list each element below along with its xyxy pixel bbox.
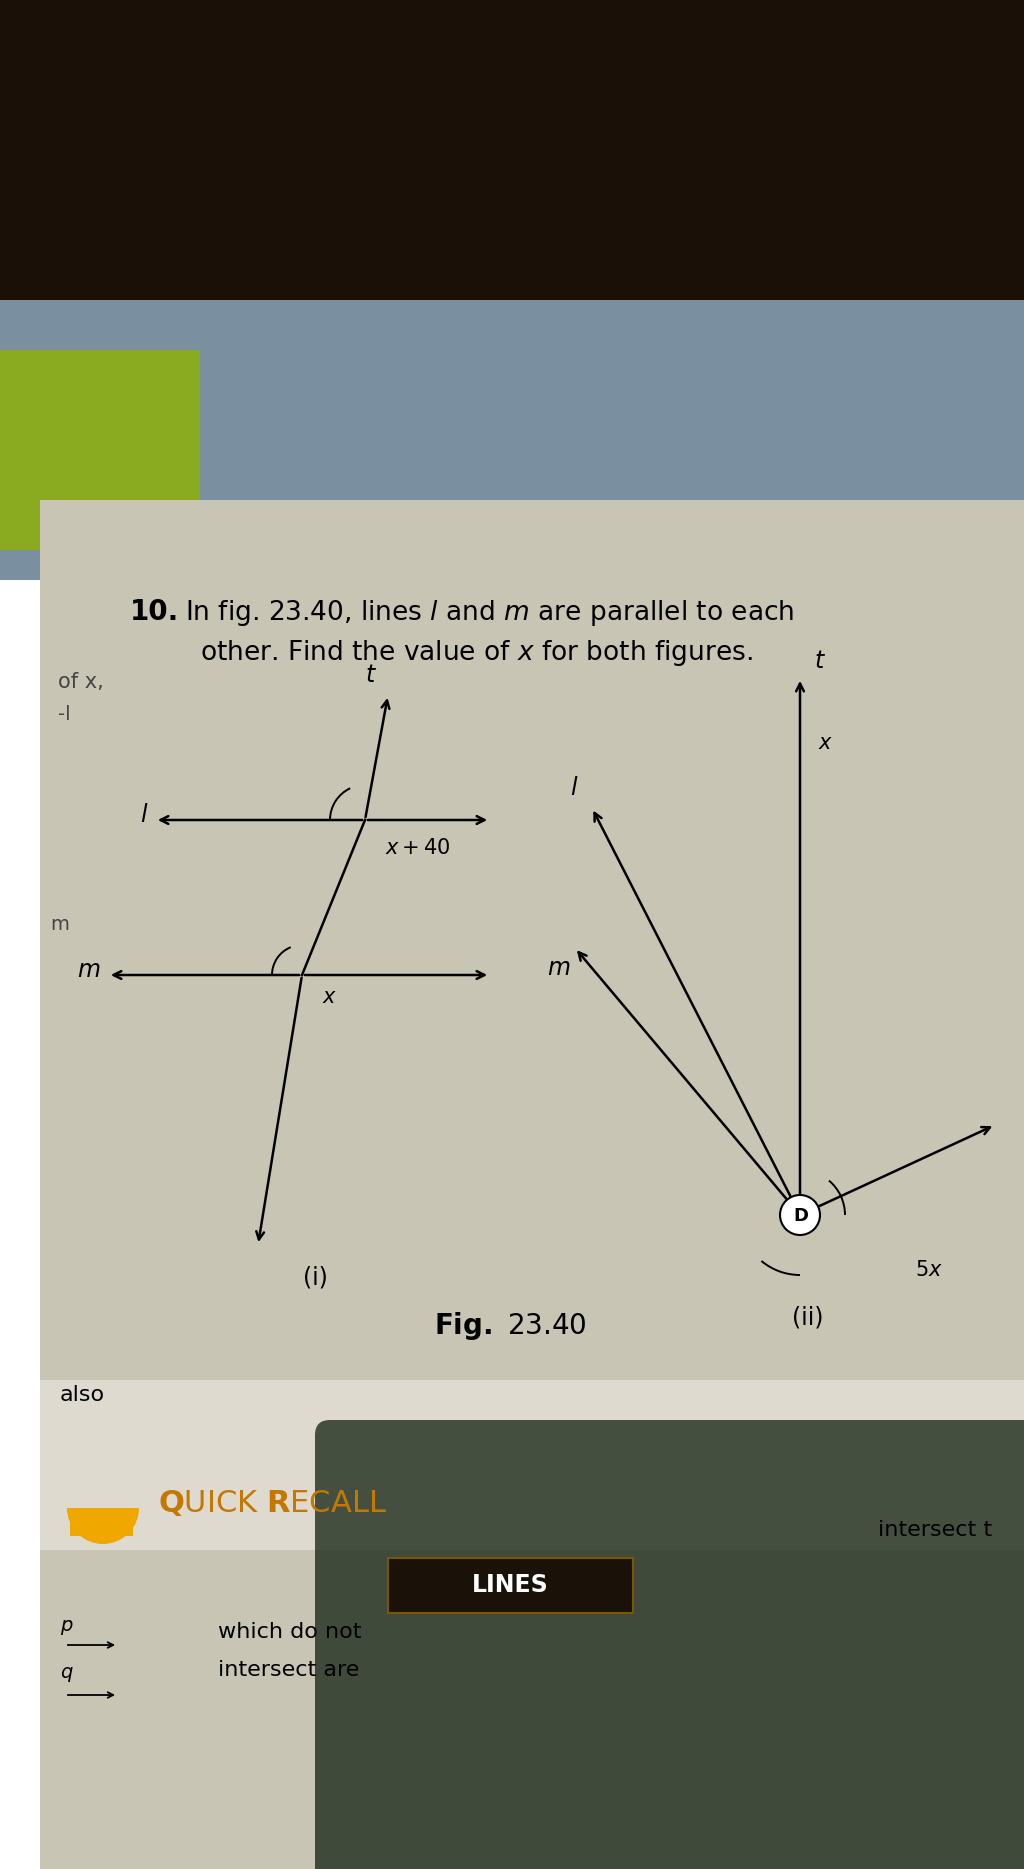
Text: 10.: 10. [130, 598, 179, 626]
Text: In fig. 23.40, lines $l$ and $m$ are parallel to each: In fig. 23.40, lines $l$ and $m$ are par… [185, 598, 795, 628]
Bar [40, 1379, 1024, 1549]
Bar [0, 350, 200, 549]
Text: $5x$: $5x$ [915, 1260, 943, 1280]
Bar [0, 301, 1024, 579]
Text: D: D [794, 1207, 809, 1224]
Bar [70, 1508, 90, 1536]
Text: -l: -l [58, 705, 71, 723]
Text: intersect are: intersect are [218, 1660, 359, 1680]
Text: also: also [60, 1385, 105, 1405]
Bar [40, 501, 1024, 1869]
Bar [113, 1508, 133, 1536]
Polygon shape [0, 0, 1024, 520]
Text: m: m [77, 959, 100, 981]
Text: $\mathbf{Q}$UICK $\mathbf{R}$ECALL: $\mathbf{Q}$UICK $\mathbf{R}$ECALL [158, 1488, 387, 1518]
Text: $x+40$: $x+40$ [385, 837, 451, 858]
Text: other. Find the value of $x$ for both figures.: other. Find the value of $x$ for both fi… [200, 637, 753, 667]
Text: l: l [140, 804, 147, 826]
Text: $q$: $q$ [60, 1665, 74, 1684]
Text: $p$: $p$ [60, 1619, 74, 1637]
Text: $x$: $x$ [322, 987, 337, 1007]
Text: l: l [570, 776, 577, 800]
Wedge shape [67, 1508, 139, 1544]
Text: of x,: of x, [58, 673, 103, 692]
Text: (i): (i) [302, 1265, 328, 1290]
FancyBboxPatch shape [315, 1420, 1024, 1869]
Text: t: t [814, 649, 823, 673]
Text: LINES: LINES [472, 1574, 549, 1596]
Text: $x$: $x$ [818, 733, 834, 753]
Text: which do not: which do not [218, 1622, 361, 1643]
Text: $\mathbf{Fig.}$ 23.40: $\mathbf{Fig.}$ 23.40 [433, 1310, 587, 1342]
Text: (ii): (ii) [793, 1305, 823, 1329]
Text: t: t [366, 663, 375, 688]
Bar [388, 1559, 633, 1613]
Circle shape [780, 1194, 820, 1235]
Text: intersect t: intersect t [878, 1519, 992, 1540]
Text: m: m [50, 916, 69, 934]
Text: m: m [547, 957, 570, 979]
